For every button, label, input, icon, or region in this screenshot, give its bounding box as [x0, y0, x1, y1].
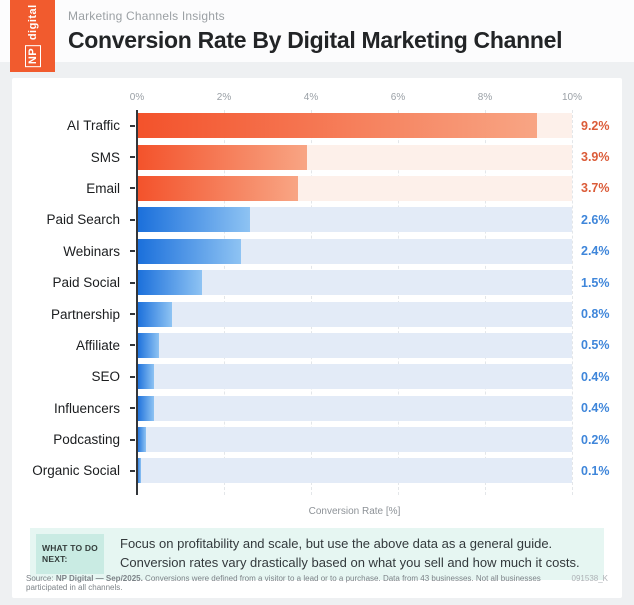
y-axis-line — [136, 110, 138, 495]
source-text: Source: NP Digital — Sep/2025. Conversio… — [26, 574, 541, 592]
category-label: SEO — [91, 369, 120, 385]
chart-row: Paid Search 2.6% — [12, 204, 622, 235]
bar-area — [130, 207, 572, 233]
value-label: 0.8% — [581, 307, 610, 322]
category-label: Affiliate — [75, 337, 120, 353]
bar-chart: 0% 2% 4% 6% 8% 10% AI Traffic 9.2% SMS 3.9% Email… — [12, 78, 622, 519]
category-label: Email — [86, 180, 120, 196]
bar-area — [130, 270, 572, 296]
np-digital-logo-text: NP digital — [24, 4, 41, 68]
bar-area — [130, 301, 572, 327]
category-label: Podcasting — [53, 432, 120, 448]
category-label: Webinars — [63, 243, 120, 259]
category-label: Paid Search — [46, 212, 120, 228]
bar-area — [130, 364, 572, 390]
bar-fill — [137, 270, 203, 296]
x-axis-tick-label: 10% — [561, 92, 583, 103]
chart-row: Partnership 0.8% — [12, 298, 622, 329]
value-label: 3.9% — [581, 150, 610, 165]
bar-track — [137, 270, 572, 296]
category-label: Partnership — [50, 306, 120, 322]
category-label: Paid Social — [52, 275, 120, 291]
bar-area — [130, 238, 572, 264]
category-label: AI Traffic — [66, 118, 120, 134]
value-label: 0.5% — [581, 338, 610, 353]
value-label: 2.4% — [581, 244, 610, 259]
bar-track — [137, 395, 572, 421]
x-axis-tick-label: 8% — [477, 92, 493, 103]
value-label: 0.2% — [581, 432, 610, 447]
gridline — [572, 110, 573, 495]
bar-area — [130, 395, 572, 421]
x-axis-tick-label: 4% — [303, 92, 319, 103]
chart-row: Paid Social 1.5% — [12, 267, 622, 298]
category-label: Organic Social — [32, 463, 120, 479]
header: NP digital Marketing Channels Insights C… — [0, 0, 634, 72]
bar-fill — [137, 395, 155, 421]
chart-row: Email 3.7% — [12, 173, 622, 204]
bar-fill — [137, 113, 538, 139]
callout-label: WHAT TO DO NEXT: — [36, 534, 104, 574]
bar-fill — [137, 207, 251, 233]
bar-area — [130, 113, 572, 139]
bar-fill — [137, 238, 242, 264]
bar-fill — [137, 301, 172, 327]
value-label: 1.5% — [581, 275, 610, 290]
plot-rows: AI Traffic 9.2% SMS 3.9% Email 3.7% Paid Searc… — [12, 110, 622, 487]
bar-track — [137, 301, 572, 327]
bar-area — [130, 458, 572, 484]
chart-card: 0% 2% 4% 6% 8% 10% AI Traffic 9.2% SMS 3.9% Email… — [12, 78, 622, 598]
chart-row: Podcasting 0.2% — [12, 424, 622, 455]
x-axis-tick-label: 0% — [129, 92, 145, 103]
source-footer: Source: NP Digital — Sep/2025. Conversio… — [12, 574, 622, 592]
bar-fill — [137, 364, 155, 390]
value-label: 0.4% — [581, 401, 610, 416]
chart-row: Webinars 2.4% — [12, 236, 622, 267]
chart-row: AI Traffic 9.2% — [12, 110, 622, 141]
bar-fill — [137, 458, 142, 484]
callout-text: Focus on profitability and scale, but us… — [120, 536, 580, 570]
category-label: Influencers — [53, 400, 120, 416]
value-label: 9.2% — [581, 118, 610, 133]
value-label: 0.4% — [581, 369, 610, 384]
value-label: 2.6% — [581, 212, 610, 227]
bar-track — [137, 458, 572, 484]
bar-fill — [137, 144, 307, 170]
bar-fill — [137, 175, 298, 201]
value-label: 3.7% — [581, 181, 610, 196]
x-axis-title: Conversion Rate [%] — [308, 505, 401, 517]
x-axis-tick-label: 2% — [216, 92, 232, 103]
logo-np-mark: NP — [24, 45, 41, 68]
chart-row: Affiliate 0.5% — [12, 330, 622, 361]
np-digital-logo: NP digital — [10, 0, 55, 72]
eyebrow-label: Marketing Channels Insights — [68, 9, 225, 23]
chart-row: SEO 0.4% — [12, 361, 622, 392]
category-label: SMS — [90, 149, 120, 165]
page-title: Conversion Rate By Digital Marketing Cha… — [68, 27, 563, 53]
bar-track — [137, 332, 572, 358]
bar-area — [130, 144, 572, 170]
logo-brand-text: digital — [26, 4, 39, 41]
bar-fill — [137, 332, 159, 358]
chart-row: SMS 3.9% — [12, 141, 622, 172]
what-to-do-next-callout: WHAT TO DO NEXT: Focus on profitability … — [30, 528, 604, 580]
bar-track — [137, 364, 572, 390]
x-axis-tick-label: 6% — [390, 92, 406, 103]
bar-area — [130, 332, 572, 358]
x-axis-tick-labels: 0% 2% 4% 6% 8% 10% — [130, 92, 582, 110]
value-label: 0.1% — [581, 463, 610, 478]
bar-track — [137, 427, 572, 453]
chart-row: Organic Social 0.1% — [12, 455, 622, 486]
plot-area: AI Traffic 9.2% SMS 3.9% Email 3.7% Paid Searc… — [12, 110, 622, 495]
bar-area — [130, 427, 572, 453]
bar-fill — [137, 427, 146, 453]
bar-area — [130, 175, 572, 201]
footer-code: 091538_K — [571, 574, 608, 583]
chart-row: Influencers 0.4% — [12, 393, 622, 424]
